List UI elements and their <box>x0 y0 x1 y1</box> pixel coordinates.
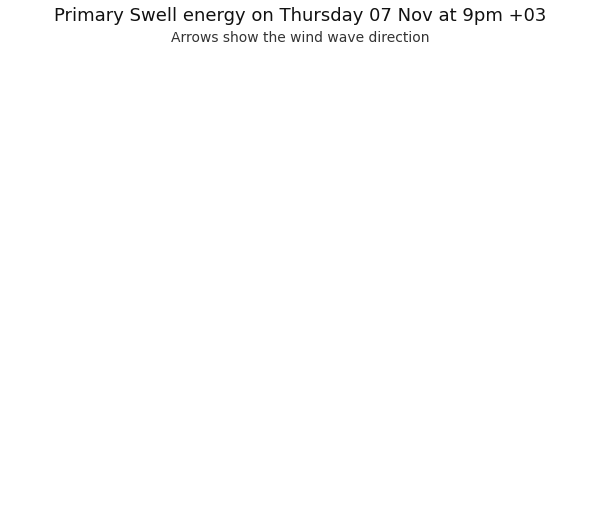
Text: Arrows show the wind wave direction: Arrows show the wind wave direction <box>171 31 430 44</box>
Text: Primary Swell energy on Thursday 07 Nov at 9pm +03: Primary Swell energy on Thursday 07 Nov … <box>54 7 547 25</box>
